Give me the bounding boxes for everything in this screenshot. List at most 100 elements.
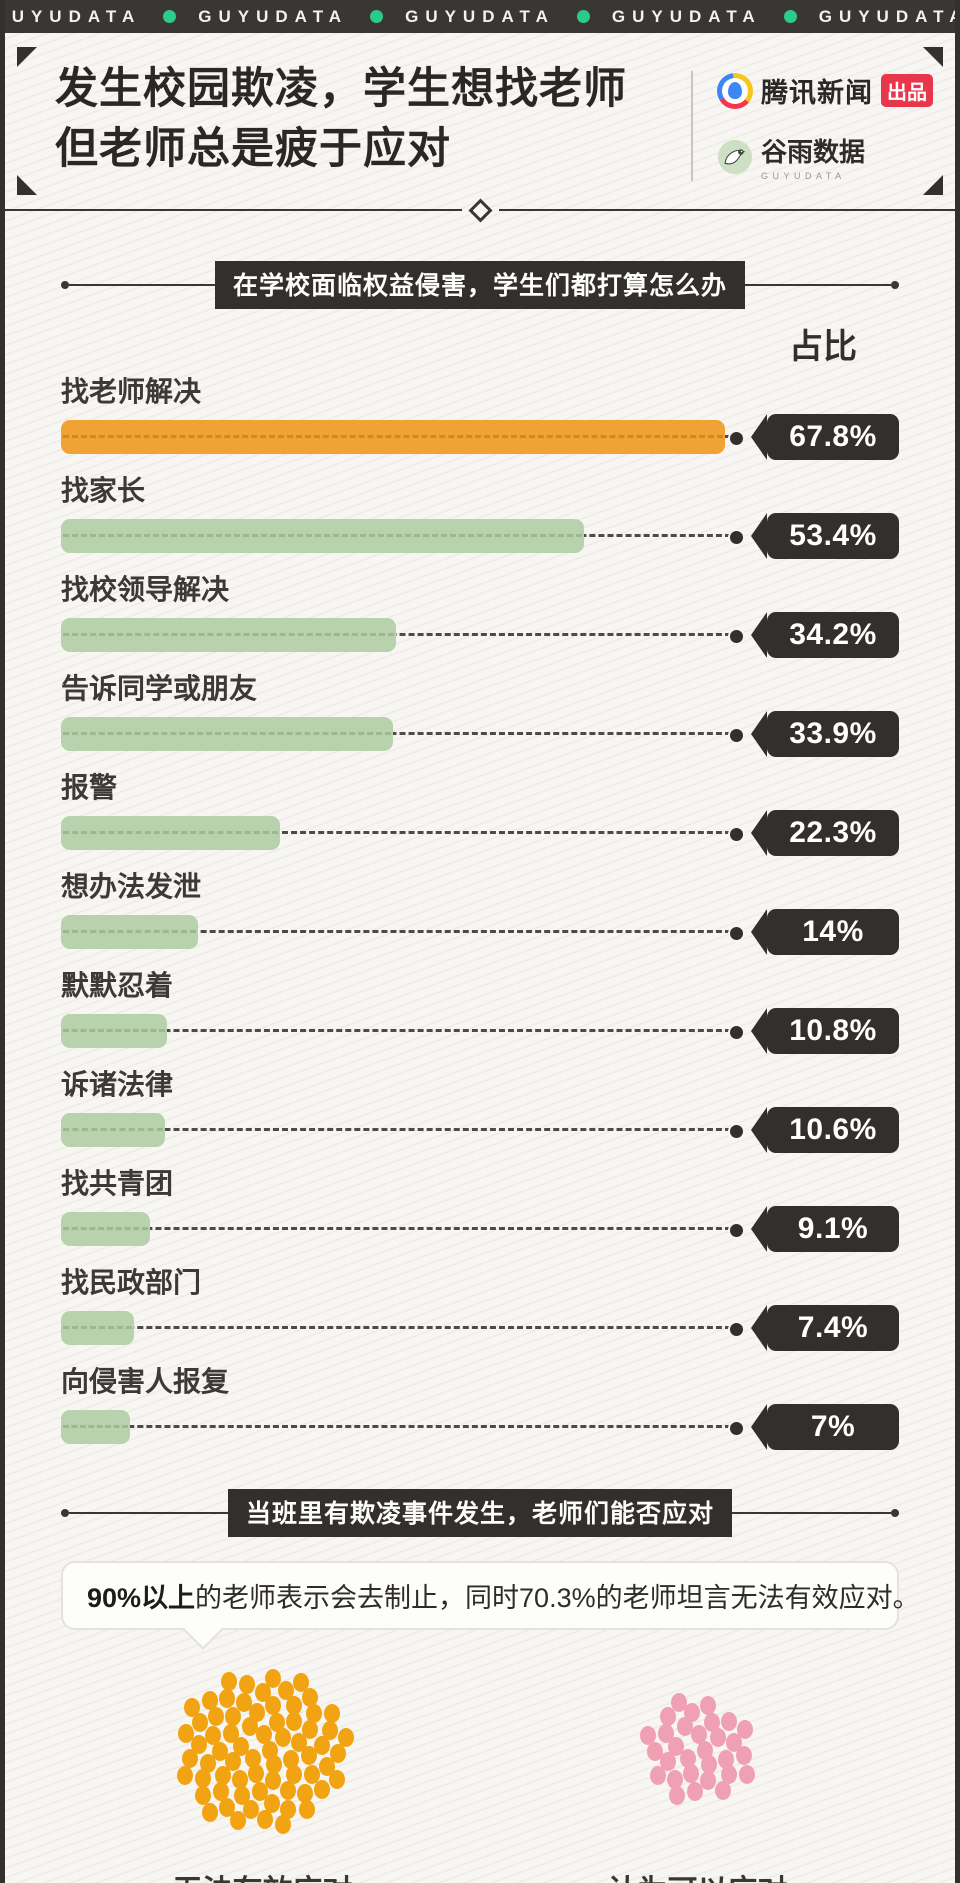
corner-mark-icon (17, 47, 37, 67)
bar-connector-line (65, 1128, 731, 1131)
cluster-dot (697, 1740, 714, 1760)
bar-category-label: 找校领导解决 (61, 574, 230, 605)
bar (61, 816, 280, 850)
value-tag: 33.9% (751, 711, 899, 757)
cluster-dot (321, 1721, 338, 1741)
bar-row: 默默忍着 10.8% (61, 964, 899, 1054)
bar-track: 7% (61, 1404, 899, 1450)
cluster-dot (679, 1748, 696, 1768)
guyudata-name: 谷雨数据 (761, 138, 866, 168)
bar-category-label: 找家长 (61, 475, 146, 506)
cluster-can-cope: 认为可以应对 29.7% (480, 1656, 915, 1883)
cluster-dot (184, 1697, 201, 1717)
cluster-dot (701, 1754, 718, 1774)
cluster-dot (199, 1753, 216, 1773)
section1-title-badge: 在学校面临权益侵害，学生们都打算怎么办 (215, 261, 746, 309)
cluster-dot (275, 1815, 292, 1835)
value-tag: 7.4% (751, 1305, 899, 1351)
value-tag: 10.6% (751, 1107, 899, 1153)
tencent-news-icon (717, 72, 753, 109)
guyu-bird-icon (717, 139, 753, 174)
bar (61, 915, 199, 949)
value-tag-label: 33.9% (789, 717, 877, 750)
banner-text: GUYUDATA (818, 6, 960, 26)
bar-connector-line (65, 1029, 731, 1032)
diamond-divider (5, 197, 955, 223)
cluster-dot (241, 1717, 258, 1737)
cluster-dot (274, 1728, 291, 1748)
cluster-dot (658, 1723, 675, 1743)
cluster-dot (667, 1736, 684, 1756)
value-tag: 53.4% (751, 513, 899, 559)
cluster-dot (699, 1771, 716, 1791)
section1-header: 在学校面临权益侵害，学生们都打算怎么办 (5, 261, 955, 309)
page-title: 发生校园欺凌，学生想找老师 但老师总是疲于应对 (55, 59, 710, 179)
value-tag: 14% (751, 909, 899, 955)
cluster-dot (265, 1695, 282, 1715)
cluster-dot (286, 1765, 303, 1785)
value-tag: 22.3% (751, 810, 899, 856)
bar-track: 9.1% (61, 1206, 899, 1252)
bar-connector-dot (728, 826, 745, 843)
corner-mark-icon (17, 175, 37, 195)
cluster-dot (337, 1727, 354, 1747)
bar-connector-dot (728, 1222, 745, 1239)
banner-text: GUYUDATA (611, 6, 762, 26)
bar-track: 7.4% (61, 1305, 899, 1351)
bar-connector-dot (728, 1321, 745, 1338)
corner-mark-icon (923, 175, 943, 195)
bar-connector-line (65, 831, 731, 834)
cluster-dot (264, 1771, 281, 1791)
cluster-dot (296, 1783, 313, 1803)
cluster-dot (714, 1781, 731, 1801)
bar-row: 找共青团 9.1% (61, 1162, 899, 1252)
cluster-dot (676, 1717, 693, 1737)
bar-connector-dot (728, 628, 745, 645)
bar (61, 519, 585, 553)
bar-connector-dot (728, 727, 745, 744)
guyudata-caption: GUYUDATA (761, 171, 846, 181)
bar-connector-line (65, 1425, 731, 1428)
cluster-dot (195, 1785, 212, 1805)
cluster-dot (736, 1746, 753, 1766)
bar-row: 找校领导解决 34.2% (61, 568, 899, 658)
cluster-dot (660, 1751, 677, 1771)
value-tag-label: 22.3% (789, 816, 877, 849)
cluster-dot (177, 1765, 194, 1785)
cluster-dot (211, 1742, 228, 1762)
cluster-dot (242, 1799, 259, 1819)
page-title-line2: 但老师总是疲于应对 (55, 125, 451, 173)
value-tag-label: 9.1% (797, 1212, 869, 1245)
publisher-logos: 腾讯新闻 出品 谷雨数据 GUYUDATA (691, 71, 933, 181)
bar-category-label: 告诉同学或朋友 (61, 673, 258, 704)
cluster-dot (213, 1782, 230, 1802)
callout-note: 90%以上的老师表示会去制止，同时70.3%的老师坦言无法有效应对。 (61, 1561, 920, 1630)
bar (61, 1311, 134, 1345)
bar-category-label: 找共青团 (61, 1168, 174, 1199)
bar-connector-dot (728, 1420, 745, 1437)
cluster-dot (720, 1711, 737, 1731)
cluster-dot (640, 1725, 657, 1745)
dot-cluster-chart: 无法有效应对 70.3% 认为可以应对 29.7% (5, 1656, 955, 1883)
cluster-dot (225, 1751, 242, 1771)
green-dot-icon (783, 10, 797, 23)
value-tag-label: 7.4% (797, 1311, 869, 1344)
cluster-dot (659, 1707, 676, 1727)
bar-row: 找老师解决 67.8% (61, 370, 899, 460)
value-tag: 34.2% (751, 612, 899, 658)
bar-connector-dot (728, 529, 745, 546)
section2-header: 当班里有欺凌事件发生，老师们能否应对 (5, 1489, 955, 1537)
bar-row: 诉诸法律 10.6% (61, 1063, 899, 1153)
line-end-dot (61, 1509, 69, 1517)
cluster-dot (191, 1735, 208, 1755)
bar-track: 67.8% (61, 414, 899, 460)
cluster-dot (266, 1754, 283, 1774)
cluster-dot (268, 1712, 285, 1732)
cluster-dot (244, 1748, 261, 1768)
cluster-dot (302, 1719, 319, 1739)
bar-track: 14% (61, 909, 899, 955)
tencent-news-name: 腾讯新闻 (761, 78, 873, 108)
cluster-dot (223, 1723, 240, 1743)
cluster-cannot-cope: 无法有效应对 70.3% (45, 1656, 480, 1883)
bar-connector-line (65, 633, 731, 636)
